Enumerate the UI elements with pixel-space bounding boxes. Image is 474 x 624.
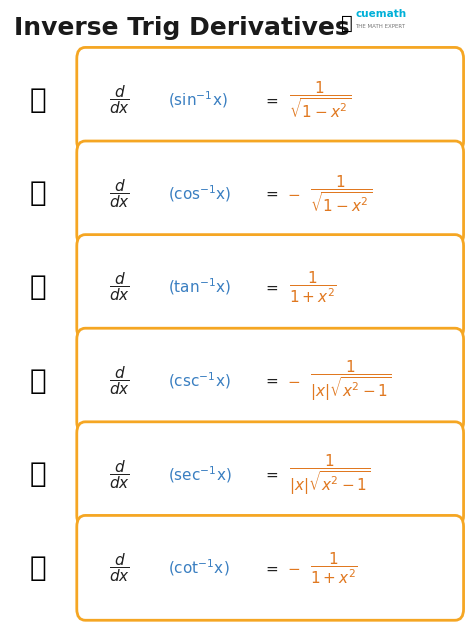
Text: $=$: $=$ [263,280,279,295]
Text: 👉: 👉 [29,367,46,394]
Text: $=$: $=$ [263,467,279,482]
Text: $=$: $=$ [263,560,279,575]
Text: $(\mathrm{sin}^{-1}\mathrm{x})$: $(\mathrm{sin}^{-1}\mathrm{x})$ [168,89,228,110]
Text: $(\mathrm{tan}^{-1}\mathrm{x})$: $(\mathrm{tan}^{-1}\mathrm{x})$ [168,276,231,298]
Text: Inverse Trig Derivatives: Inverse Trig Derivatives [14,16,350,39]
Text: $\dfrac{1}{1+x^2}$: $\dfrac{1}{1+x^2}$ [289,270,337,305]
Text: $(\mathrm{sec}^{-1}\mathrm{x})$: $(\mathrm{sec}^{-1}\mathrm{x})$ [168,464,232,485]
Text: $(\mathrm{cos}^{-1}\mathrm{x})$: $(\mathrm{cos}^{-1}\mathrm{x})$ [168,183,232,204]
Text: cuemath: cuemath [356,9,407,19]
Text: $\dfrac{1}{1+x^2}$: $\dfrac{1}{1+x^2}$ [310,550,358,585]
Text: 👉: 👉 [29,86,46,114]
Text: $\dfrac{1}{|x|\sqrt{x^2-1}}$: $\dfrac{1}{|x|\sqrt{x^2-1}}$ [289,452,371,497]
Text: 👉: 👉 [29,273,46,301]
Text: 👉: 👉 [29,461,46,488]
Text: $=$: $=$ [263,92,279,107]
Text: $\dfrac{d}{dx}$: $\dfrac{d}{dx}$ [109,364,130,397]
Text: $\dfrac{d}{dx}$: $\dfrac{d}{dx}$ [109,271,130,303]
Text: $=$: $=$ [263,373,279,388]
Text: $\dfrac{1}{\sqrt{1-x^2}}$: $\dfrac{1}{\sqrt{1-x^2}}$ [289,79,351,120]
Text: $\dfrac{1}{|x|\sqrt{x^2-1}}$: $\dfrac{1}{|x|\sqrt{x^2-1}}$ [310,358,392,403]
Text: $\dfrac{1}{\sqrt{1-x^2}}$: $\dfrac{1}{\sqrt{1-x^2}}$ [310,173,373,214]
Text: THE MATH EXPERT: THE MATH EXPERT [356,24,405,29]
Text: $\dfrac{d}{dx}$: $\dfrac{d}{dx}$ [109,177,130,210]
FancyBboxPatch shape [77,515,464,620]
Text: $(\mathrm{csc}^{-1}\mathrm{x})$: $(\mathrm{csc}^{-1}\mathrm{x})$ [168,370,231,391]
Text: $=$: $=$ [263,186,279,201]
FancyBboxPatch shape [77,235,464,339]
Text: $(\mathrm{cot}^{-1}\mathrm{x})$: $(\mathrm{cot}^{-1}\mathrm{x})$ [168,557,230,578]
Text: 🚀: 🚀 [341,14,353,32]
Text: 👉: 👉 [29,554,46,582]
Text: $\dfrac{d}{dx}$: $\dfrac{d}{dx}$ [109,552,130,584]
FancyBboxPatch shape [77,141,464,246]
Text: 👉: 👉 [29,180,46,207]
Text: $\dfrac{d}{dx}$: $\dfrac{d}{dx}$ [109,84,130,116]
Text: $-$: $-$ [287,560,300,575]
Text: $-$: $-$ [287,186,300,201]
FancyBboxPatch shape [77,328,464,433]
Text: $-$: $-$ [287,373,300,388]
FancyBboxPatch shape [77,47,464,152]
Text: $\dfrac{d}{dx}$: $\dfrac{d}{dx}$ [109,458,130,490]
FancyBboxPatch shape [77,422,464,527]
